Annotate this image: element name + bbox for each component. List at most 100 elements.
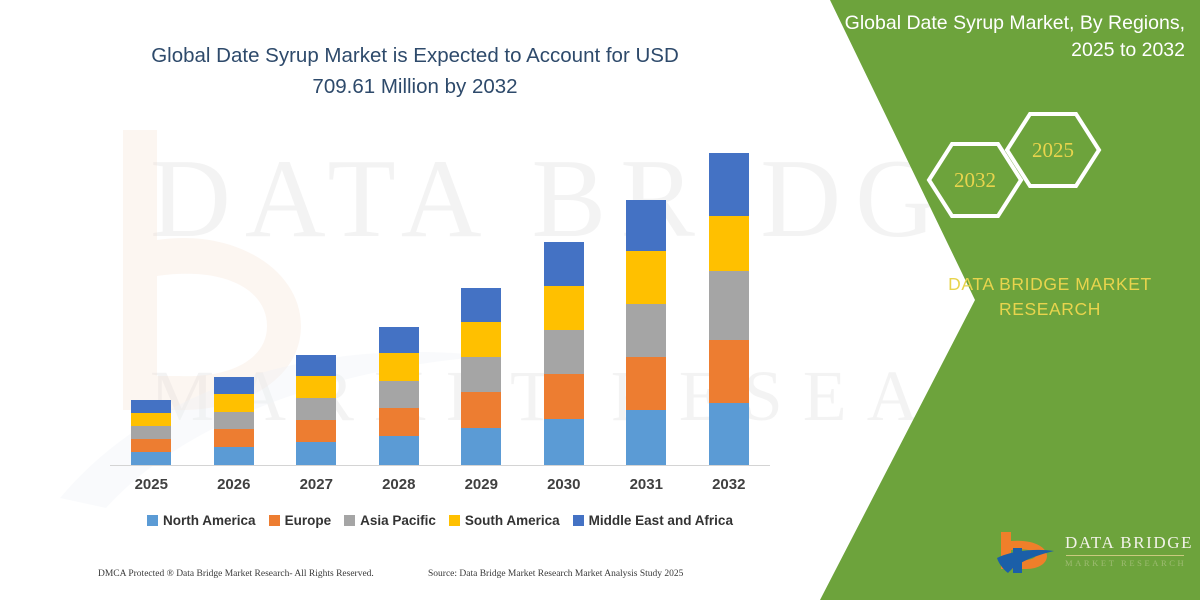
bar-segment xyxy=(708,153,749,216)
legend-label: Europe xyxy=(284,513,332,528)
legend-label: North America xyxy=(163,513,256,528)
bar-column xyxy=(605,140,687,465)
bar-column xyxy=(275,140,357,465)
legend-swatch-icon xyxy=(572,515,584,526)
bar-segment xyxy=(461,288,502,322)
bar-segment xyxy=(131,452,172,465)
bar-segment xyxy=(708,403,749,465)
x-axis-label: 2029 xyxy=(464,476,498,493)
bar-segment xyxy=(296,420,337,442)
bar-segment xyxy=(543,374,584,419)
footer-source: Source: Data Bridge Market Research Mark… xyxy=(428,569,684,579)
bar-segment xyxy=(461,322,502,357)
bar-segment xyxy=(213,429,254,447)
x-axis-label: 2027 xyxy=(299,476,333,493)
green-panel-shape xyxy=(820,0,1200,600)
bar-column xyxy=(193,140,275,465)
hexagon-outline-icon xyxy=(1004,112,1102,188)
logo-subtitle: MARKET RESEARCH xyxy=(1065,558,1187,568)
hexagon-year-badges: 2032 2025 xyxy=(925,110,1115,220)
page-title: Global Date Syrup Market is Expected to … xyxy=(151,44,679,98)
logo-divider xyxy=(1066,555,1184,556)
legend-swatch-icon xyxy=(448,515,460,526)
legend-label: Middle East and Africa xyxy=(588,513,733,528)
bar-segment xyxy=(296,376,337,398)
chart-legend: North America Europe Asia Pacific South Ame… xyxy=(110,513,770,528)
bar-stack xyxy=(131,400,172,465)
bar-stack xyxy=(296,355,337,465)
bar-segment xyxy=(626,410,667,465)
hexagon-label-2025: 2025 xyxy=(1032,137,1074,162)
bar-segment xyxy=(131,439,172,452)
bar-segment xyxy=(213,412,254,429)
bar-segment xyxy=(213,447,254,465)
bar-segment xyxy=(296,442,337,465)
legend-item[interactable]: North America xyxy=(147,513,256,528)
x-axis-label: 2026 xyxy=(217,476,251,493)
data-bridge-logo: DATA BRIDGE MARKET RESEARCH xyxy=(995,527,1195,582)
bar-segment xyxy=(378,381,419,408)
hexagon-badge-2032: 2032 xyxy=(925,140,1025,220)
legend-item[interactable]: Europe xyxy=(268,513,332,528)
bar-segment xyxy=(296,355,337,376)
bar-segment xyxy=(378,353,419,381)
data-bridge-logo-icon xyxy=(997,532,1054,573)
hexagon-outline-icon xyxy=(926,142,1024,218)
bar-column xyxy=(688,140,770,465)
bar-segment xyxy=(131,426,172,439)
bar-stack xyxy=(213,377,254,465)
panel-title: Global Date Syrup Market, By Regions, 20… xyxy=(844,12,1185,61)
legend-swatch-icon xyxy=(268,515,280,526)
bar-segment xyxy=(131,400,172,413)
bar-segment xyxy=(461,392,502,428)
bar-stack xyxy=(626,200,667,465)
bar-segment xyxy=(626,357,667,410)
bar-segment xyxy=(626,304,667,357)
x-axis-label: 2025 xyxy=(134,476,168,493)
bar-segment xyxy=(461,428,502,465)
bar-segment xyxy=(296,398,337,420)
stacked-bar-chart: 2025 2026 2027 2028 2029 2030 2031 2032 North A… xyxy=(98,140,770,579)
bar-stack xyxy=(708,153,749,465)
legend-swatch-icon xyxy=(147,515,159,526)
hexagon-badge-2025: 2025 xyxy=(1003,110,1103,190)
x-axis-label: 2028 xyxy=(382,476,416,493)
logo-title: DATA BRIDGE xyxy=(1065,533,1194,552)
bar-segment xyxy=(543,286,584,330)
x-axis-label: 2031 xyxy=(629,476,663,493)
legend-label: South America xyxy=(464,513,560,528)
bar-segment xyxy=(708,340,749,403)
bar-segment xyxy=(543,242,584,286)
bar-segment xyxy=(543,419,584,465)
bar-segment xyxy=(708,216,749,271)
footer-copyright: DMCA Protected ® Data Bridge Market Rese… xyxy=(98,569,374,579)
bar-segment xyxy=(378,436,419,465)
chart-x-axis-labels: 2025 2026 2027 2028 2029 2030 2031 2032 xyxy=(110,476,770,493)
legend-item[interactable]: Asia Pacific xyxy=(344,513,436,528)
chart-bars xyxy=(110,140,770,465)
bar-stack xyxy=(543,242,584,465)
x-axis-label: 2032 xyxy=(712,476,746,493)
bar-column xyxy=(440,140,522,465)
bar-segment xyxy=(543,330,584,374)
bar-segment xyxy=(378,408,419,436)
brand-name-text: DATA BRIDGE MARKET RESEARCH xyxy=(948,274,1152,319)
legend-item[interactable]: Middle East and Africa xyxy=(572,513,733,528)
bar-stack xyxy=(461,288,502,465)
bar-segment xyxy=(213,377,254,394)
bar-segment xyxy=(461,357,502,392)
bar-stack xyxy=(378,327,419,465)
bar-segment xyxy=(378,327,419,353)
legend-swatch-icon xyxy=(344,515,356,526)
bar-segment xyxy=(708,271,749,340)
legend-item[interactable]: South America xyxy=(448,513,560,528)
green-side-panel xyxy=(760,0,1200,600)
chart-baseline xyxy=(110,465,770,466)
bar-column xyxy=(110,140,192,465)
bar-segment xyxy=(626,251,667,304)
logo-wordmark: DATA BRIDGE MARKET RESEARCH xyxy=(1065,533,1193,568)
bar-column xyxy=(523,140,605,465)
hexagon-label-2032: 2032 xyxy=(954,167,996,192)
